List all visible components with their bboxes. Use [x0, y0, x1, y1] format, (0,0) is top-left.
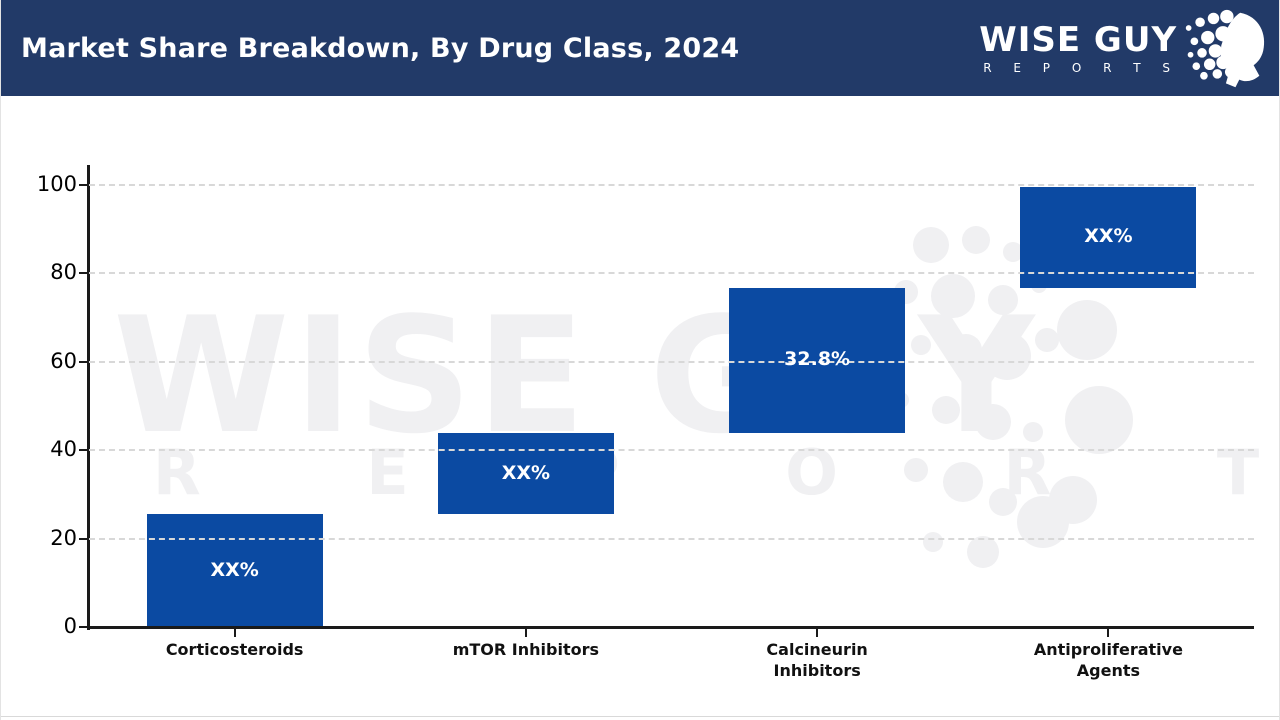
gridline-20: [89, 537, 1254, 540]
bar-segment: [146, 514, 323, 627]
wise-guy-logo: WISE GUY R E P O R T S: [979, 8, 1267, 90]
y-tick-mark-0: [79, 626, 88, 628]
category-label: Calcineurin Inhibitors: [766, 640, 868, 680]
watermark-dot: [1003, 242, 1023, 262]
watermark-dot: [1065, 386, 1133, 454]
gridline-40: [89, 449, 1254, 452]
gridline-80: [89, 272, 1254, 275]
category-label: Antiproliferative Agents: [1033, 640, 1183, 680]
x-tick-mark: [816, 629, 819, 637]
y-tick-label-60: 60: [50, 348, 77, 373]
watermark-dot: [943, 462, 983, 502]
watermark-dot: [1035, 328, 1059, 352]
watermark-dot: [950, 334, 982, 366]
watermark-dot: [904, 458, 928, 482]
watermark-dot: [913, 227, 949, 263]
y-tick-mark-20: [79, 537, 88, 540]
watermark-dot: [911, 335, 931, 355]
header: Market Share Breakdown, By Drug Class, 2…: [1, 0, 1279, 96]
logo-subtext: R E P O R T S: [983, 60, 1179, 75]
x-tick-mark: [524, 629, 527, 637]
x-tick-mark: [233, 629, 236, 637]
logo-text: WISE GUY R E P O R T S: [979, 20, 1179, 75]
y-tick-label-100: 100: [36, 172, 77, 196]
page-title: Market Share Breakdown, By Drug Class, 2…: [21, 32, 740, 64]
watermark-dot: [967, 536, 999, 568]
y-tick-label-40: 40: [50, 437, 77, 462]
bar-value-label: 32.8%: [784, 348, 851, 371]
category-label: mTOR Inhibitors: [452, 640, 600, 659]
bar-value-label: XX%: [501, 461, 551, 484]
logo-face-icon: [1185, 9, 1265, 88]
y-tick-label-20: 20: [50, 525, 77, 550]
bar-segment: [729, 287, 906, 433]
bottom-divider: [1, 716, 1279, 717]
gridline-60: [89, 360, 1254, 363]
bar-segment: [437, 432, 614, 515]
y-tick-label-80: 80: [50, 260, 77, 285]
bar-value-label: XX%: [1084, 225, 1133, 248]
watermark-dot: [975, 404, 1011, 440]
y-axis-line: [87, 165, 90, 630]
y-tick-mark-80: [79, 272, 88, 275]
watermark-dot: [983, 332, 1031, 380]
watermark-dot: [1057, 300, 1117, 360]
y-tick-label-0: 0: [63, 614, 77, 638]
x-axis-line: [87, 626, 1254, 629]
bar-value-label: XX%: [210, 558, 259, 581]
bar-segment: [1020, 186, 1197, 288]
y-tick-mark-60: [79, 360, 88, 363]
watermark-dot: [989, 488, 1017, 516]
y-tick-mark-40: [79, 449, 88, 452]
watermark-dot: [1049, 476, 1097, 524]
watermark-dot: [923, 532, 943, 552]
gridline-100: [89, 184, 1254, 186]
y-tick-mark-100: [79, 184, 88, 186]
logo-wordmark: WISE GUY: [979, 20, 1178, 61]
watermark-dot: [988, 285, 1018, 315]
x-tick-mark: [1107, 629, 1110, 637]
watermark-dot: [932, 396, 960, 424]
category-label: Corticosteroids: [165, 640, 304, 659]
watermark-dot: [931, 274, 975, 318]
watermark-dot: [962, 226, 990, 254]
watermark-dot: [1023, 422, 1043, 442]
